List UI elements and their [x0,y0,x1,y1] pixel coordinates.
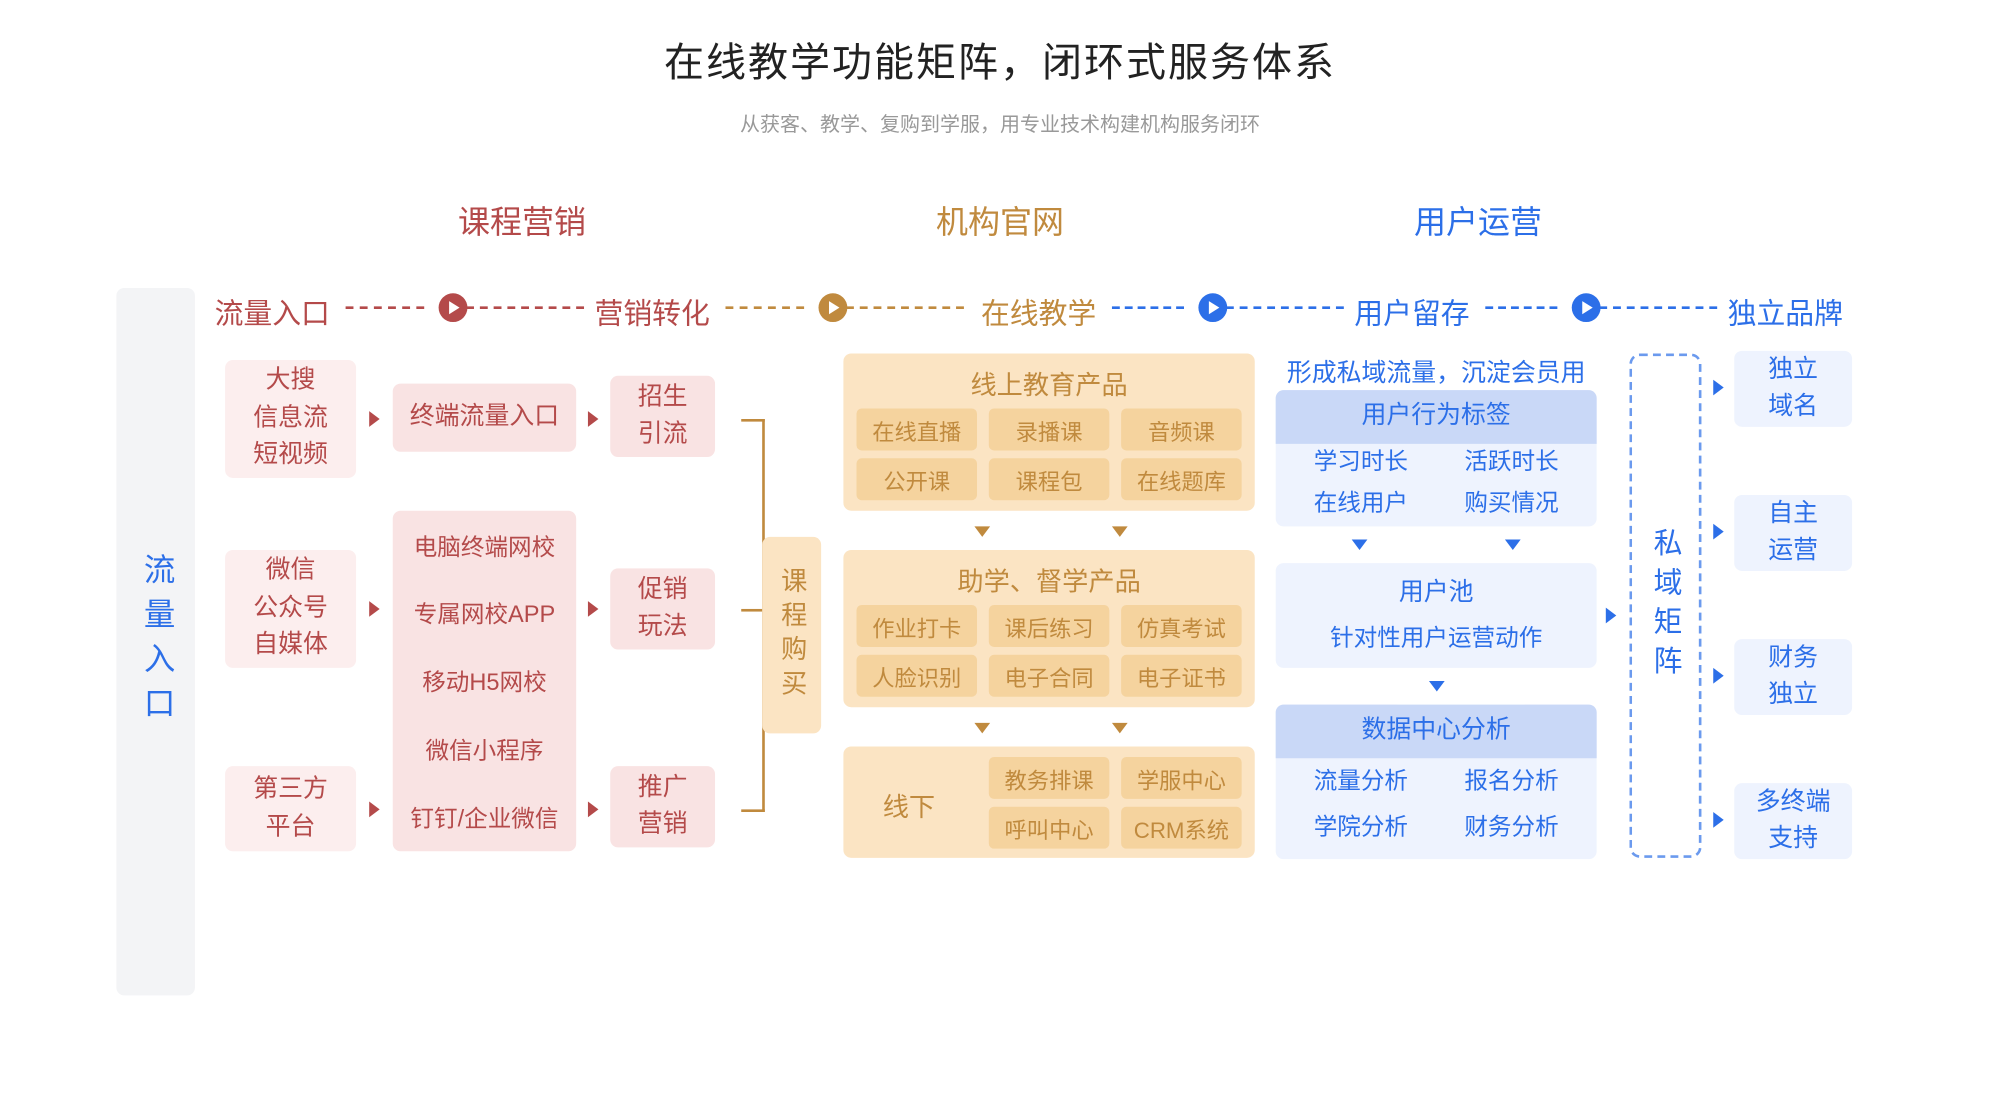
chev-icon [1713,524,1723,540]
section-2: 机构官网 [936,197,1064,243]
chip-assist-3: 人脸识别 [856,655,977,697]
chev-icon [1713,380,1723,396]
user-tags-title: 用户行为标签 [1276,390,1597,443]
col1-a: 大搜 信息流 短视频 [225,360,356,478]
stage-2: 营销转化 [595,291,710,333]
chev-down-icon [974,526,990,536]
chip-offline-0: 教务排课 [989,757,1110,799]
stage-4: 用户留存 [1354,291,1469,333]
chip-assist-4: 电子合同 [989,655,1110,697]
section-headers: 课程营销 机构官网 用户运营 [0,197,2000,243]
chev-down-icon [974,723,990,733]
col2-b5: 钉钉/企业微信 [393,800,576,834]
brand-b: 自主 运营 [1734,495,1852,571]
data-3: 财务分析 [1446,808,1577,842]
chev-icon [1606,608,1616,624]
chip-online-5: 在线题库 [1121,458,1242,500]
play-icon-1 [439,293,468,322]
chip-online-4: 课程包 [989,458,1110,500]
chip-assist-5: 电子证书 [1121,655,1242,697]
chip-assist-1: 课后练习 [989,605,1110,647]
chev-down-icon [1112,526,1128,536]
chip-assist-2: 仿真考试 [1121,605,1242,647]
chev-down-icon [1112,723,1128,733]
chev-down-icon [1429,681,1445,691]
data-0: 流量分析 [1295,762,1426,796]
col1-c: 第三方 平台 [225,766,356,851]
col3-b: 促销 玩法 [610,568,715,649]
col1-b: 微信 公众号 自媒体 [225,550,356,668]
data-center-title: 数据中心分析 [1276,705,1597,758]
tag-1: 活跃时长 [1446,443,1577,477]
vbar-traffic-entry: 流量入口 [116,288,195,995]
private-domain-box: 私域矩阵 [1629,354,1701,858]
chev-icon [369,601,379,617]
panel-assist-title: 助学、督学产品 [957,563,1140,602]
chip-online-0: 在线直播 [856,409,977,451]
data-2: 学院分析 [1295,808,1426,842]
chip-assist-0: 作业打卡 [856,605,977,647]
stage-1: 流量入口 [215,291,330,333]
tag-2: 在线用户 [1295,485,1426,519]
section-1: 课程营销 [458,197,586,243]
chev-icon [1713,668,1723,684]
col2-b2: 专属网校APP [393,596,576,630]
play-icon-4 [1572,293,1601,322]
chev-icon [369,802,379,818]
col2-b4: 微信小程序 [393,732,576,766]
panel-online-title: 线上教育产品 [970,367,1127,406]
chip-offline-1: 学服中心 [1121,757,1242,799]
chip-offline-2: 呼叫中心 [989,807,1110,849]
chip-online-2: 音频课 [1121,409,1242,451]
data-1: 报名分析 [1446,762,1577,796]
flowchart: 流量入口 社会价值 流量入口 营销转化 在线教学 用户留存 独立品牌 大搜 信息… [5,288,2000,1113]
chev-down-icon [1505,540,1521,550]
col3-c: 推广 营销 [610,766,715,847]
col2-a: 终端流量入口 [393,384,576,452]
chev-icon [588,411,598,427]
brand-c: 财务 独立 [1734,639,1852,715]
col2-b1: 电脑终端网校 [393,529,576,563]
user-pool: 用户池 针对性用户运营动作 [1276,563,1597,668]
chev-down-icon [1352,540,1368,550]
tag-0: 学习时长 [1295,443,1426,477]
chev-icon [588,601,598,617]
tag-3: 购买情况 [1446,485,1577,519]
chip-online-3: 公开课 [856,458,977,500]
play-icon-2 [819,293,848,322]
chev-icon [1713,812,1723,828]
panel-offline-title: 线下 [856,786,961,824]
col3-a: 招生 引流 [610,376,715,457]
page-subtitle: 从获客、教学、复购到学服，用专业技术构建机构服务闭环 [0,108,2000,137]
chev-icon [369,411,379,427]
brand-a: 独立 域名 [1734,351,1852,427]
page-title: 在线教学功能矩阵，闭环式服务体系 [0,30,2000,88]
user-pool-title: 用户池 [1399,575,1474,612]
stage-5: 独立品牌 [1728,291,1843,333]
brand-d: 多终端 支持 [1734,783,1852,859]
section-3: 用户运营 [1414,197,1542,243]
user-pool-sub: 针对性用户运营动作 [1330,620,1542,655]
chev-icon [588,802,598,818]
play-icon-3 [1198,293,1227,322]
vbar-course-purchase: 课程购买 [762,537,821,734]
stage-3: 在线教学 [981,291,1096,333]
chip-offline-3: CRM系统 [1121,807,1242,849]
col2-b3: 移动H5网校 [393,664,576,698]
chip-online-1: 录播课 [989,409,1110,451]
